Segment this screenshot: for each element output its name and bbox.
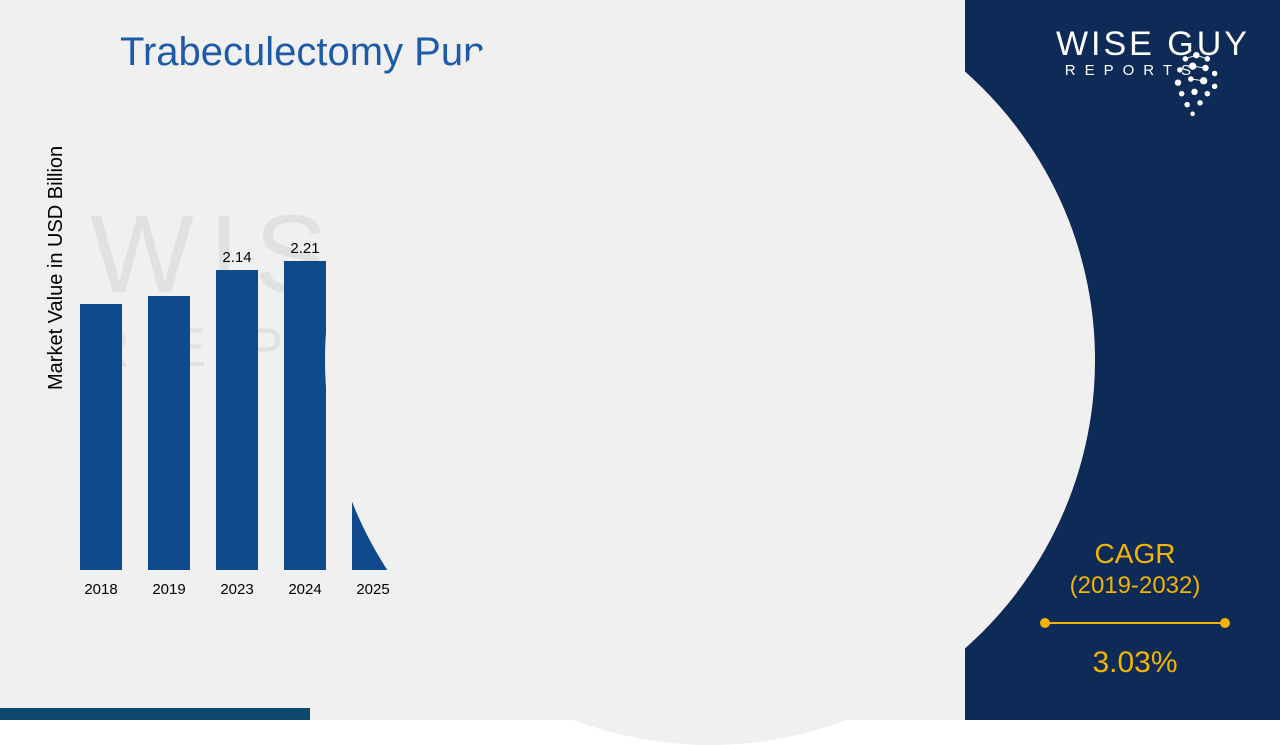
logo-head-icon	[1167, 47, 1222, 122]
y-axis-label: Market Value in USD Billion	[45, 146, 68, 390]
cagr-block: CAGR (2019-2032) 3.03%	[1020, 538, 1250, 680]
infographic-canvas: WISE GUY REPORTS Trabeculectomy Punch Ma…	[0, 0, 1280, 720]
cagr-range: (2019-2032)	[1020, 572, 1250, 600]
x-tick-label: 2018	[84, 581, 117, 598]
cagr-divider	[1045, 622, 1225, 624]
cagr-value: 3.03%	[1020, 646, 1250, 680]
x-tick-label: 2019	[152, 581, 185, 598]
bar	[284, 261, 326, 570]
x-tick-label: 2023	[220, 581, 253, 598]
x-tick-label: 2024	[288, 581, 321, 598]
bar-value-label: 2.21	[290, 240, 319, 257]
right-panel: WISE GUY REPORTS CAGR (2019-2	[965, 0, 1280, 720]
x-tick-label: 2025	[356, 581, 389, 598]
bar	[148, 296, 190, 570]
brand-logo: WISE GUY REPORTS	[1010, 25, 1250, 79]
cagr-label: CAGR	[1020, 538, 1250, 570]
bar	[216, 270, 258, 570]
bar	[80, 304, 122, 570]
bottom-accent-bar	[0, 708, 310, 720]
circle-overlay	[325, 0, 1095, 745]
bar-value-label: 2.14	[222, 249, 251, 266]
